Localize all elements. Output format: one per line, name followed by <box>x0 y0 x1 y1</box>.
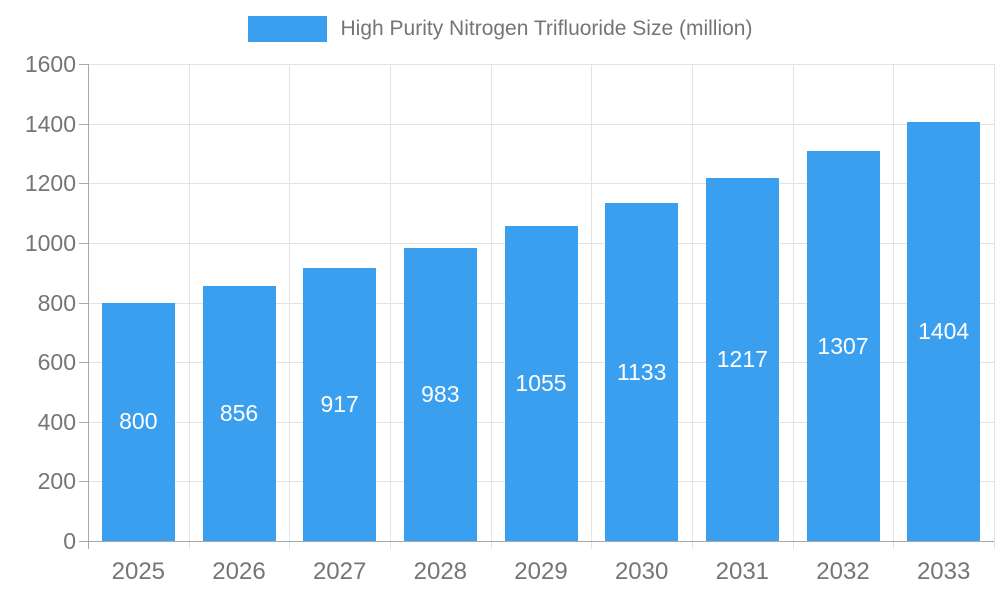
gridline-h <box>88 183 994 185</box>
y-axis-label: 0 <box>63 528 76 554</box>
gridline-h <box>88 123 994 125</box>
gridline-v <box>893 64 895 549</box>
y-tick <box>79 183 88 185</box>
y-axis-label: 200 <box>37 468 76 495</box>
bar-2029[interactable]: 1055 <box>504 226 578 541</box>
x-axis-label: 2030 <box>614 558 669 585</box>
bar-value-label: 1307 <box>817 332 869 359</box>
y-axis-label: 400 <box>37 408 76 435</box>
y-tick <box>79 64 88 65</box>
bar-2033[interactable]: 1404 <box>907 122 981 541</box>
x-axis-label: 2032 <box>816 558 870 585</box>
bar-2028[interactable]: 983 <box>403 247 477 541</box>
x-axis-line <box>88 541 994 542</box>
y-axis-label: 1400 <box>24 110 76 137</box>
y-tick <box>79 541 88 542</box>
y-tick <box>79 481 88 483</box>
gridline-v <box>792 64 794 549</box>
x-axis-label: 2027 <box>312 558 367 585</box>
legend: High Purity Nitrogen Trifluoride Size (m… <box>0 16 1000 42</box>
gridline-v <box>188 64 190 549</box>
y-axis-label: 600 <box>37 349 76 376</box>
gridline-v <box>289 64 291 549</box>
x-axis-label: 2031 <box>715 558 770 585</box>
gridline-v <box>591 64 593 549</box>
legend-label: High Purity Nitrogen Trifluoride Size (m… <box>340 17 753 40</box>
x-axis-label: 2029 <box>514 558 568 585</box>
y-tick <box>79 242 88 244</box>
y-axis-line <box>88 64 89 549</box>
bar-value-label: 856 <box>219 399 259 426</box>
bar-2032[interactable]: 1307 <box>806 151 880 541</box>
y-tick <box>79 123 88 125</box>
legend-item[interactable]: High Purity Nitrogen Trifluoride Size (m… <box>247 16 753 42</box>
bar-2031[interactable]: 1217 <box>705 178 779 541</box>
y-axis-label: 1600 <box>24 51 76 77</box>
gridline-v <box>994 64 995 549</box>
x-axis-label: 2026 <box>212 558 266 585</box>
y-axis-label: 1200 <box>24 170 76 197</box>
bar-2025[interactable]: 800 <box>101 302 175 541</box>
x-axis-label: 2025 <box>111 558 166 585</box>
y-axis-label: 800 <box>37 289 76 316</box>
bar-value-label: 1404 <box>918 318 970 345</box>
bar-value-label: 1217 <box>716 346 768 373</box>
bar-value-label: 800 <box>119 408 158 435</box>
gridline-v <box>692 64 693 549</box>
bar-value-label: 1133 <box>616 358 667 385</box>
bar-value-label: 983 <box>421 380 460 407</box>
y-axis-label: 1000 <box>24 229 76 256</box>
bar-2027[interactable]: 917 <box>303 267 377 541</box>
x-axis-label: 2033 <box>916 558 971 585</box>
y-tick <box>79 302 88 304</box>
y-tick <box>79 362 88 364</box>
bar-value-label: 1055 <box>515 370 567 397</box>
y-tick <box>79 421 88 423</box>
gridline-v <box>390 64 391 549</box>
x-axis-label: 2028 <box>413 558 468 585</box>
gridline-h <box>88 64 994 65</box>
bar-2026[interactable]: 856 <box>202 285 276 541</box>
bar-value-label: 917 <box>320 390 359 417</box>
bar-2030[interactable]: 1133 <box>605 203 679 541</box>
gridline-v <box>490 64 492 549</box>
legend-swatch <box>247 16 327 42</box>
